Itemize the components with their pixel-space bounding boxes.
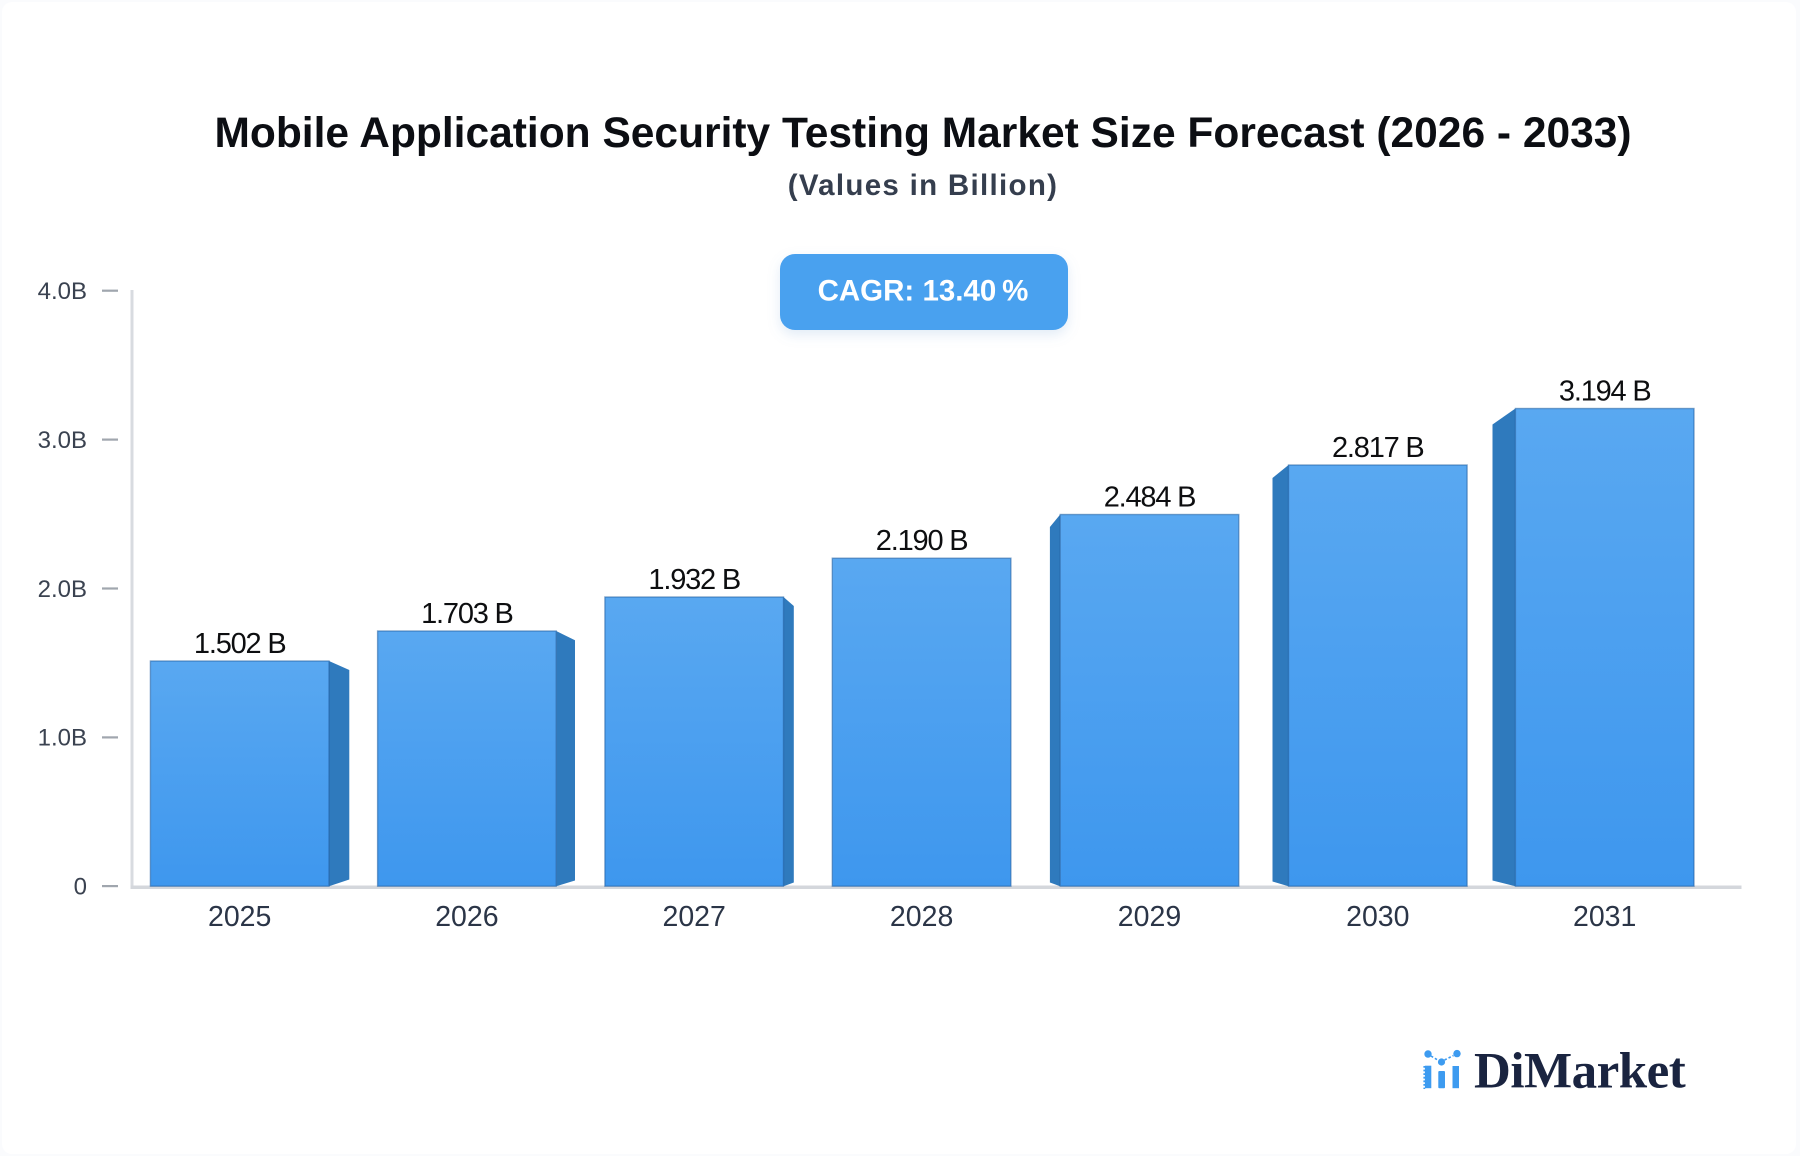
svg-text:3.0B: 3.0B [38, 427, 87, 454]
svg-text:2025: 2025 [208, 901, 271, 933]
svg-text:4.0B: 4.0B [38, 278, 87, 305]
svg-text:2026: 2026 [435, 901, 498, 933]
svg-text:2031: 2031 [1573, 901, 1636, 933]
svg-text:1.932 B: 1.932 B [648, 564, 740, 596]
svg-text:2029: 2029 [1118, 901, 1181, 933]
svg-text:1.0B: 1.0B [38, 725, 87, 752]
svg-text:3.194 B: 3.194 B [1559, 376, 1651, 408]
svg-text:2.190 B: 2.190 B [876, 525, 968, 557]
svg-text:2028: 2028 [890, 901, 953, 933]
svg-text:1.502 B: 1.502 B [194, 628, 286, 660]
svg-text:(Values in Billion): (Values in Billion) [788, 169, 1059, 202]
svg-text:CAGR: 13.40 %: CAGR: 13.40 % [818, 275, 1029, 308]
svg-text:2.817 B: 2.817 B [1332, 432, 1424, 464]
svg-text:1.703 B: 1.703 B [421, 598, 513, 630]
svg-text:2030: 2030 [1346, 901, 1409, 933]
svg-text:2.0B: 2.0B [38, 576, 87, 603]
svg-text:0: 0 [74, 873, 87, 900]
svg-text:DiMarket: DiMarket [1474, 1044, 1686, 1100]
svg-text:2.484 B: 2.484 B [1104, 482, 1196, 514]
svg-text:2027: 2027 [662, 901, 725, 933]
svg-text:Mobile Application Security Te: Mobile Application Security Testing Mark… [214, 110, 1631, 157]
